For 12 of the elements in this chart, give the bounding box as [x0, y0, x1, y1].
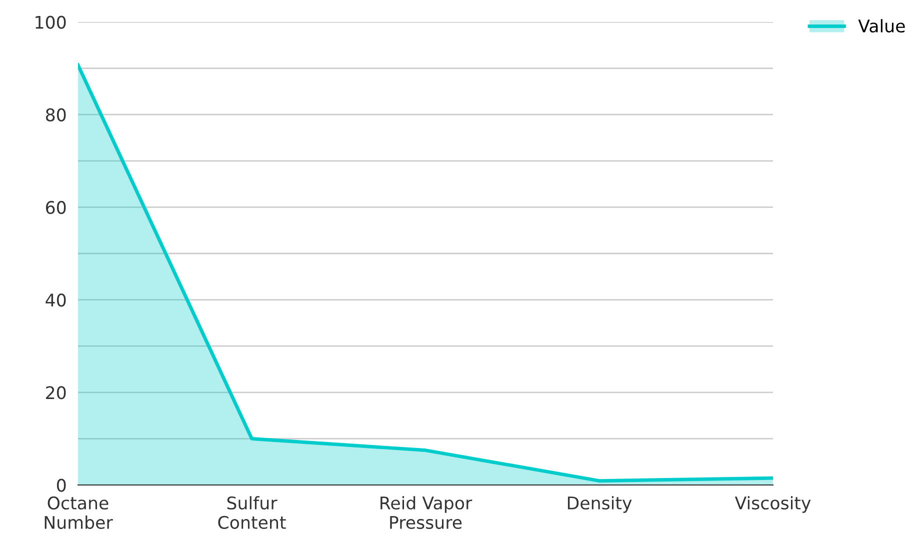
x-tick-label: Density — [568, 496, 632, 513]
legend-label: Value — [858, 19, 905, 33]
y-tick-label: 40 — [46, 294, 66, 307]
x-tick-label: Sulfur Content — [218, 496, 286, 529]
y-tick-label: 100 — [36, 16, 66, 29]
x-tick-label: Viscosity — [734, 496, 811, 513]
y-tick-label: 20 — [46, 386, 66, 400]
x-tick-label: Octane Number — [44, 496, 113, 529]
y-tick-label: 0 — [56, 478, 66, 492]
x-tick-label: Reid Vapor Pressure — [380, 496, 472, 529]
y-tick-label: 60 — [46, 200, 66, 214]
y-tick-label: 80 — [46, 108, 66, 122]
